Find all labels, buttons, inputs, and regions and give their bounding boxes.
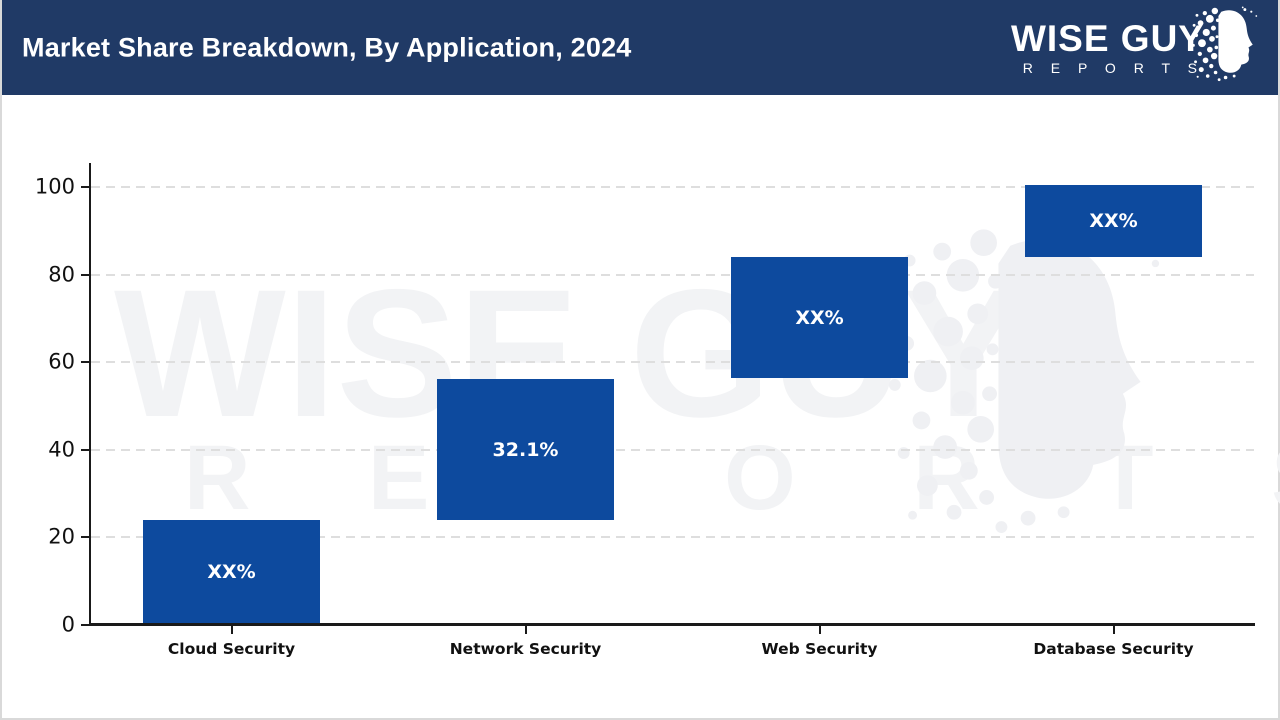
- y-tick-mark: [81, 273, 89, 276]
- page-title: Market Share Breakdown, By Application, …: [22, 32, 632, 62]
- x-tick-mark: [1112, 626, 1115, 634]
- x-category-label: Web Security: [761, 640, 878, 658]
- y-tick-label: 0: [61, 612, 75, 637]
- x-tick-mark: [524, 626, 527, 634]
- x-category-label: Network Security: [449, 640, 602, 658]
- y-tick-label: 80: [48, 262, 75, 287]
- bar-value-label: XX%: [207, 561, 256, 584]
- gridline-y100: [91, 186, 1254, 188]
- bar-value-label: XX%: [795, 306, 844, 329]
- y-tick-mark: [81, 448, 89, 451]
- gridline-y80: [91, 273, 1254, 276]
- gridline-y60: [91, 361, 1254, 364]
- y-tick-mark: [81, 361, 89, 364]
- x-category-label: Database Security: [1033, 640, 1194, 658]
- plot-area: 0 20 40 60 80 100 XX% Cloud Security 32.1% Networ…: [35, 176, 1254, 658]
- y-tick-label: 100: [34, 174, 75, 199]
- y-tick-label: 20: [48, 524, 75, 549]
- x-tick-mark: [818, 626, 821, 634]
- x-category-label: Cloud Security: [167, 640, 296, 658]
- bar-value-label: 32.1%: [492, 438, 559, 461]
- bar-value-label: XX%: [1089, 209, 1138, 232]
- y-tick-label: 60: [48, 349, 75, 374]
- brand-name: WISE GUY: [1010, 18, 1204, 60]
- bar-web-security: XX%: [731, 256, 908, 379]
- x-axis-line: [89, 623, 1255, 626]
- bar-network-security: 32.1%: [437, 379, 614, 520]
- gridline-y20: [91, 536, 1254, 539]
- header: Market Share Breakdown, By Application, …: [2, 0, 1278, 95]
- y-tick-mark: [81, 624, 89, 626]
- y-tick-mark: [81, 536, 89, 539]
- gridline-y40: [91, 448, 1254, 451]
- brand-subtitle: R E P O R T S: [1022, 59, 1204, 76]
- x-tick-mark: [230, 626, 233, 634]
- y-tick-label: 40: [48, 437, 75, 462]
- bar-cloud-security: XX%: [143, 519, 320, 625]
- brand-logo: WISE GUY R E P O R T S: [1011, 4, 1264, 92]
- y-tick-mark: [81, 186, 89, 188]
- bar-database-security: XX%: [1025, 185, 1202, 257]
- y-axis-line: [89, 163, 91, 626]
- brand-logo-text: WISE GUY R E P O R T S: [1010, 18, 1204, 76]
